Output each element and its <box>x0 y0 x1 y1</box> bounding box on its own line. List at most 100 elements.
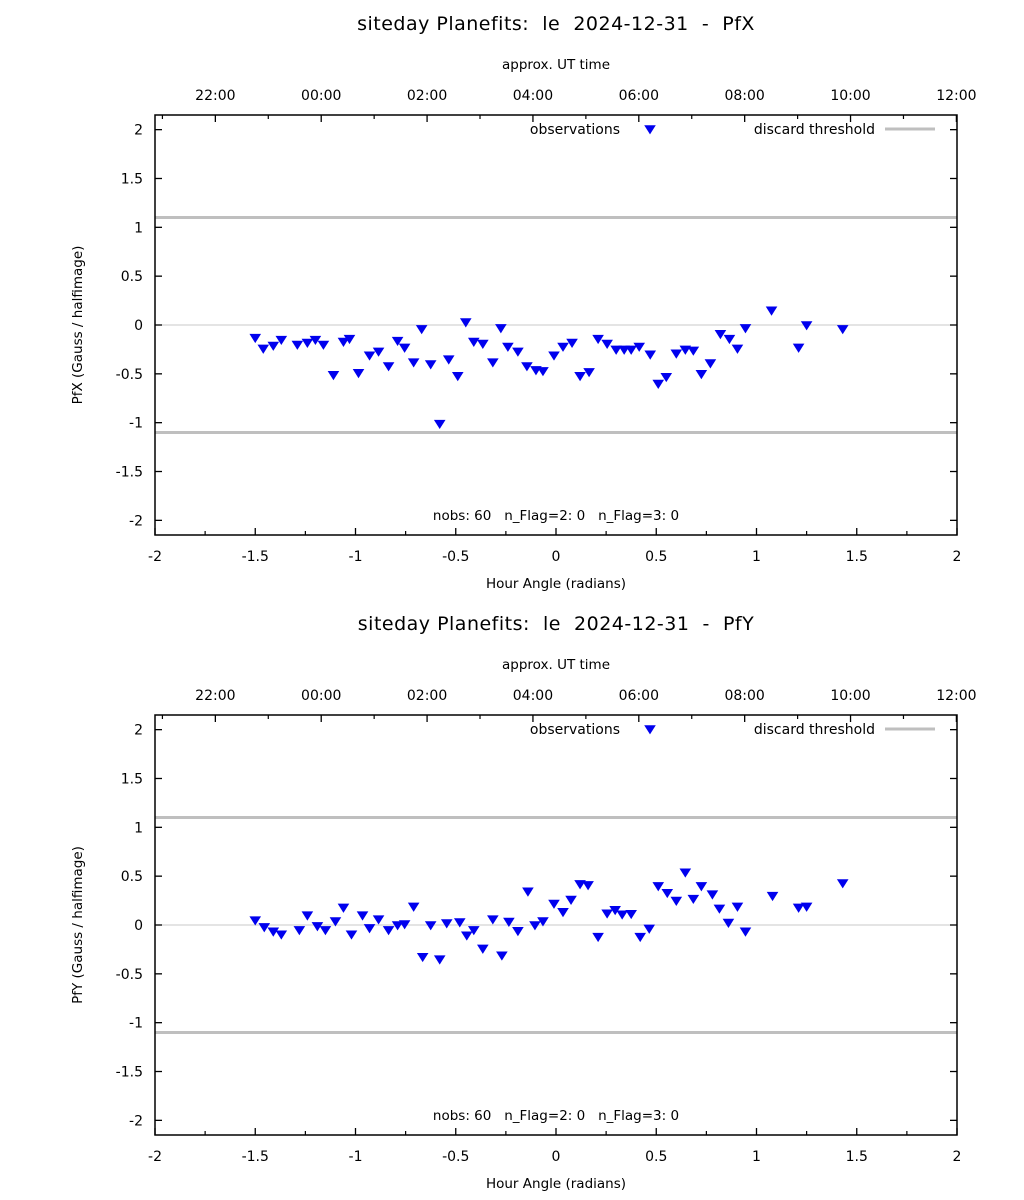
data-point <box>574 371 586 382</box>
data-point <box>311 922 324 932</box>
x-tick-label: 1 <box>752 549 761 565</box>
pfy-plot-canvas: 2 1.5 1 0.5 0 -0.5 -1 -1.5 -2 -2 -1.5 -1 -0.5 0 0.5 1 1.… <box>116 688 977 1165</box>
data-point <box>583 368 595 378</box>
x-tick-label: -0.5 <box>442 549 469 565</box>
data-point <box>453 918 466 928</box>
data-point <box>836 879 849 889</box>
data-point <box>660 372 673 383</box>
ut-axis-title: approx. UT time <box>502 657 610 673</box>
data-point <box>661 888 674 899</box>
data-point <box>329 917 342 927</box>
data-point <box>592 334 604 345</box>
data-point <box>356 911 369 921</box>
data-point <box>609 906 621 916</box>
chart-title-pfy: siteday Planefits: le 2024-12-31 - PfY <box>357 613 755 635</box>
data-point <box>695 882 708 892</box>
data-point <box>345 930 358 940</box>
data-point <box>391 921 404 931</box>
data-point <box>352 369 365 379</box>
data-point <box>792 343 805 353</box>
ut-tick-label: 12:00 <box>936 88 976 104</box>
ut-tick-label: 06:00 <box>619 88 659 104</box>
data-point <box>503 917 515 927</box>
legend-observations-marker <box>644 725 656 735</box>
data-point <box>625 345 637 355</box>
x-tick-label: 1.5 <box>846 549 868 565</box>
data-point <box>363 351 376 361</box>
data-point <box>433 955 446 965</box>
data-point <box>521 362 533 372</box>
data-point <box>548 351 560 361</box>
data-point <box>496 951 508 961</box>
data-point <box>309 335 322 346</box>
ut-tick-label: 04:00 <box>513 88 553 104</box>
y-tick-label: 1 <box>134 220 143 236</box>
x-tick-label: 1 <box>752 1149 761 1165</box>
data-point <box>582 881 594 891</box>
data-point <box>601 339 613 349</box>
data-point <box>398 343 411 353</box>
data-point <box>249 916 262 926</box>
data-point <box>424 360 437 370</box>
data-point <box>625 909 637 920</box>
data-point <box>258 923 271 933</box>
data-point <box>679 868 692 878</box>
x-tick-label: 1.5 <box>846 1149 868 1165</box>
y-tick-label: -1 <box>129 416 143 432</box>
ut-tick-label: 02:00 <box>407 88 447 104</box>
data-point <box>337 903 350 913</box>
data-point <box>477 944 489 954</box>
x-tick-label: -2 <box>148 549 162 565</box>
data-point <box>459 318 472 328</box>
data-point <box>765 306 778 316</box>
x-tick-label: -1 <box>349 549 363 565</box>
data-point <box>739 927 752 937</box>
x-tick-label: -1.5 <box>242 549 269 565</box>
data-point <box>249 333 262 344</box>
data-point <box>301 911 314 921</box>
data-point <box>467 926 480 936</box>
data-point <box>275 335 288 346</box>
x-tick-label: -0.5 <box>442 1149 469 1165</box>
data-point <box>731 902 744 912</box>
data-point <box>670 896 683 906</box>
data-point <box>275 930 288 940</box>
pfx-plot-canvas: 2 1.5 1 0.5 0 -0.5 -1 -1.5 -2 -2 -1.5 -1 -0.5 0 0.5 1 1.… <box>116 88 977 565</box>
data-point <box>267 341 280 351</box>
pfx-chart-panel: siteday Planefits: le 2024-12-31 - PfX a… <box>70 13 977 592</box>
ut-tick-label: 08:00 <box>724 688 764 704</box>
y-tick-label: 0.5 <box>121 269 143 285</box>
x-tick-label: 0 <box>552 1149 561 1165</box>
data-point <box>722 918 735 928</box>
x-axis-title: Hour Angle (radians) <box>485 576 627 592</box>
x-axis-title: Hour Angle (radians) <box>485 1176 627 1192</box>
data-point <box>800 902 813 912</box>
data-point <box>522 887 534 897</box>
data-point <box>704 359 717 369</box>
data-point <box>792 903 805 913</box>
stats-annotation-pfx: nobs: 60 n_Flag=2: 0 n_Flag=3: 0 <box>432 508 680 524</box>
data-point <box>291 340 304 350</box>
data-point <box>382 926 395 936</box>
legend-threshold-label: discard threshold <box>754 722 875 738</box>
y-tick-label: 1.5 <box>121 771 143 787</box>
y-tick-label: 0.5 <box>121 869 143 885</box>
data-point <box>433 419 446 430</box>
data-point <box>502 342 514 352</box>
plot-border <box>154 114 958 536</box>
data-point <box>601 909 613 919</box>
y-tick-label: -1 <box>129 1016 143 1032</box>
y-tick-label: 2 <box>134 123 143 139</box>
legend-observations-label: observations <box>530 722 620 738</box>
data-point <box>634 932 647 943</box>
data-point <box>317 340 330 350</box>
ut-tick-label: 00:00 <box>301 688 341 704</box>
data-point <box>327 371 340 381</box>
data-point <box>610 345 622 355</box>
data-point <box>293 926 306 936</box>
data-point <box>633 342 646 352</box>
data-point <box>644 350 657 360</box>
data-point <box>487 915 499 925</box>
data-point <box>267 927 280 937</box>
ut-tick-label: 22:00 <box>195 88 235 104</box>
